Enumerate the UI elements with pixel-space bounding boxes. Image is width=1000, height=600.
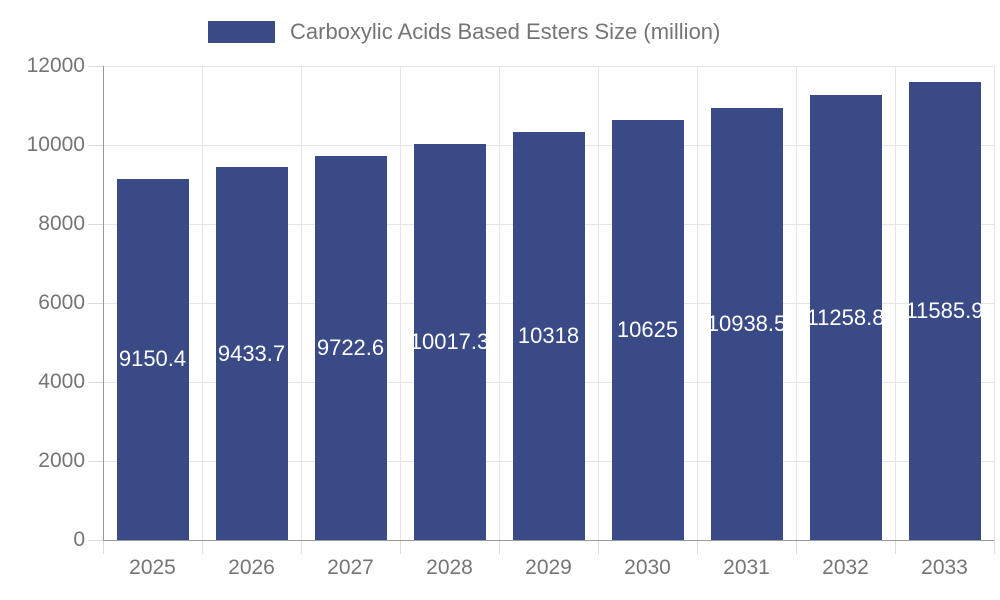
y-axis-tick (88, 223, 103, 225)
gridline-vertical (696, 66, 698, 540)
x-tick-label: 2028 (426, 556, 473, 579)
x-axis-tick (498, 540, 500, 554)
y-axis-tick (88, 65, 103, 67)
x-tick-label: 2025 (129, 556, 176, 579)
gridline-vertical (795, 66, 797, 540)
y-tick-label: 8000 (38, 212, 85, 235)
y-tick-label: 6000 (38, 291, 85, 314)
bar: 10017.3 (413, 144, 486, 540)
x-tick-label: 2033 (921, 556, 968, 579)
x-tick-label: 2032 (822, 556, 869, 579)
x-axis-tick (102, 540, 104, 554)
x-axis-tick (399, 540, 401, 554)
y-axis-tick (88, 460, 103, 462)
y-axis-line (103, 66, 104, 540)
legend-label: Carboxylic Acids Based Esters Size (mill… (290, 19, 721, 44)
x-axis-tick (696, 540, 698, 554)
bar: 10625 (611, 120, 684, 540)
bar: 11585.9 (908, 82, 981, 540)
x-tick-label: 2031 (723, 556, 770, 579)
y-tick-label: 10000 (26, 133, 85, 156)
x-axis-line (103, 540, 994, 541)
x-tick-label: 2030 (624, 556, 671, 579)
x-axis-tick (300, 540, 302, 554)
y-axis-tick (88, 539, 103, 541)
x-axis-tick (597, 540, 599, 554)
y-tick-label: 4000 (38, 370, 85, 393)
bar-value-label: 11258.8 (809, 304, 882, 330)
bar: 9433.7 (215, 167, 288, 540)
gridline-vertical (300, 66, 302, 540)
gridline-vertical (894, 66, 896, 540)
gridline-vertical (597, 66, 599, 540)
bar-value-label: 10017.3 (413, 329, 486, 355)
bar-value-label: 9433.7 (217, 340, 286, 366)
gridline-horizontal (103, 65, 994, 67)
y-tick-label: 12000 (26, 54, 85, 77)
y-axis-tick (88, 302, 103, 304)
x-tick-label: 2026 (228, 556, 275, 579)
gridline-vertical (399, 66, 401, 540)
bar-value-label: 11585.9 (908, 298, 981, 324)
x-axis-tick (795, 540, 797, 554)
x-axis-tick (894, 540, 896, 554)
legend: Carboxylic Acids Based Esters Size (mill… (208, 20, 720, 43)
bar-value-label: 10318 (517, 323, 580, 349)
gridline-vertical (498, 66, 500, 540)
x-tick-label: 2029 (525, 556, 572, 579)
legend-swatch (208, 20, 275, 43)
bar: 9150.4 (116, 178, 189, 540)
bar: 10318 (512, 132, 585, 540)
x-tick-label: 2027 (327, 556, 374, 579)
gridline-vertical (201, 66, 203, 540)
plot-area: 0 2000 4000 6000 8000 10000 12000 9150.4 9433.7 9… (27, 54, 995, 579)
bar-value-label: 10625 (616, 317, 679, 343)
y-axis-tick (88, 381, 103, 383)
y-axis-tick (88, 144, 103, 146)
bar-value-label: 9150.4 (118, 346, 187, 372)
y-tick-label: 0 (73, 528, 85, 551)
bar: 11258.8 (809, 95, 882, 540)
bar-value-label: 10938.5 (710, 310, 783, 336)
x-axis-tick (993, 540, 995, 554)
bar: 9722.6 (314, 155, 387, 540)
x-axis-tick (201, 540, 203, 554)
gridline-vertical (993, 66, 995, 540)
bar: 10938.5 (710, 107, 783, 540)
bar-value-label: 9722.6 (316, 334, 385, 360)
y-tick-label: 2000 (38, 449, 85, 472)
